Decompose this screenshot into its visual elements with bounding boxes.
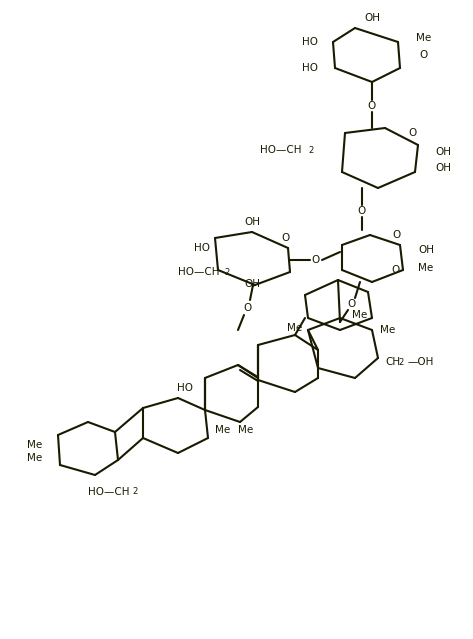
Text: OH: OH	[418, 245, 434, 255]
Text: Me: Me	[288, 323, 303, 333]
Text: HO: HO	[194, 243, 210, 253]
Text: O: O	[368, 101, 376, 111]
Text: HO: HO	[177, 383, 193, 393]
Text: O: O	[392, 265, 400, 275]
Text: OH: OH	[435, 163, 451, 173]
Text: OH: OH	[364, 13, 380, 23]
Text: Me: Me	[418, 263, 433, 273]
Text: HO—CH: HO—CH	[260, 145, 301, 155]
Text: OH: OH	[435, 147, 451, 157]
Text: O: O	[393, 230, 401, 240]
Text: O: O	[348, 299, 356, 309]
Text: O: O	[282, 233, 290, 243]
Text: O: O	[419, 50, 427, 60]
Text: 2: 2	[398, 357, 403, 367]
Text: HO: HO	[302, 37, 318, 47]
Text: Me: Me	[352, 310, 367, 320]
Text: Me: Me	[215, 425, 230, 435]
Text: 2: 2	[224, 268, 229, 277]
Text: OH: OH	[244, 279, 260, 289]
Text: 2: 2	[308, 146, 313, 155]
Text: Me: Me	[27, 453, 42, 463]
Text: Me: Me	[380, 325, 395, 335]
Text: 2: 2	[132, 488, 137, 497]
Text: O: O	[409, 128, 417, 138]
Text: Me: Me	[416, 33, 431, 43]
Text: Me: Me	[27, 440, 42, 450]
Text: HO—CH: HO—CH	[88, 487, 130, 497]
Text: Me: Me	[238, 425, 253, 435]
Text: OH: OH	[244, 217, 260, 227]
Text: HO: HO	[302, 63, 318, 73]
Text: O: O	[358, 206, 366, 216]
Text: O: O	[243, 303, 251, 313]
Text: —OH: —OH	[408, 357, 434, 367]
Text: CH: CH	[385, 357, 400, 367]
Text: HO—CH: HO—CH	[178, 267, 219, 277]
Text: O: O	[312, 255, 320, 265]
